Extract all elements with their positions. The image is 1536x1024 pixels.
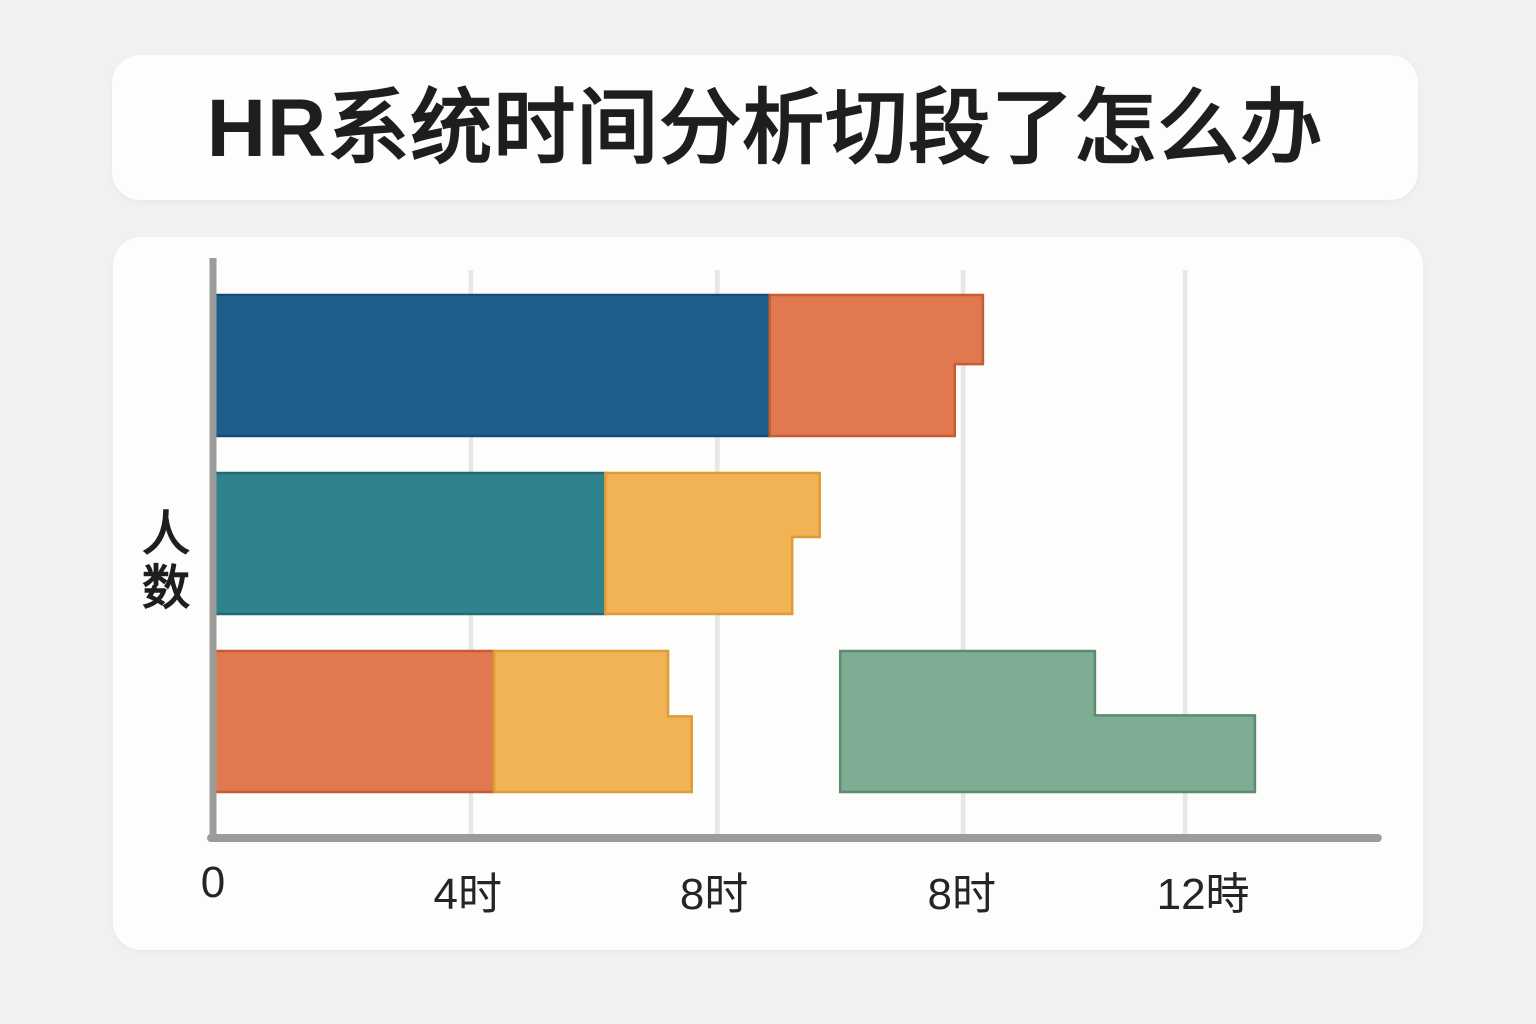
- segment-orange: [768, 293, 985, 438]
- page-title: HR系统时间分析切段了怎么办: [206, 83, 1324, 174]
- segment-yellow: [492, 649, 693, 794]
- x-tick-label: 8时: [679, 870, 749, 919]
- x-tick-label: 8时: [927, 870, 997, 919]
- x-tick-label: 12時: [1156, 870, 1250, 919]
- segment-yellow: [604, 471, 821, 616]
- y-axis-label: 人数: [141, 508, 190, 615]
- x-tick-label: 0: [200, 858, 226, 907]
- title-card: HR系统时间分析切段了怎么办: [112, 55, 1418, 200]
- x-tick-label: 4时: [433, 870, 502, 919]
- segment-green: [838, 649, 1257, 794]
